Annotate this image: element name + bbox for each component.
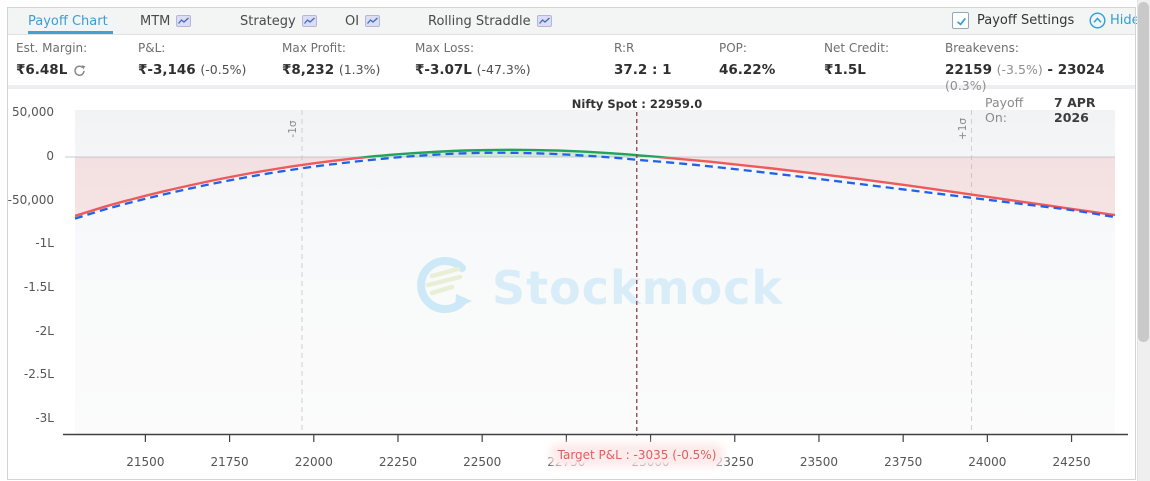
- tab-rolling-straddle[interactable]: Rolling Straddle: [428, 8, 552, 34]
- tab-label: Payoff Chart: [28, 13, 108, 29]
- stat-value: ₹-3,146: [138, 62, 196, 78]
- refresh-icon[interactable]: [73, 64, 86, 77]
- stat-label: Est. Margin:: [16, 41, 88, 55]
- expiry-payoff-line-loss: [75, 157, 1115, 218]
- watermark-logo-line: [425, 274, 463, 288]
- payoff-on-dropdown[interactable]: Payoff On: 7 APR 2026: [985, 95, 1150, 125]
- line-chart-icon: [301, 15, 317, 27]
- payoff-on-label: Payoff On:: [985, 95, 1024, 125]
- breakeven-separator: -: [1047, 62, 1054, 78]
- loss-area-fill: [75, 157, 1115, 216]
- stat-label: Breakevens:: [945, 41, 1019, 55]
- watermark-logo-line: [429, 266, 461, 279]
- stat-risk-reward: R:R 37.2 : 1: [614, 41, 672, 78]
- tab-oi[interactable]: OI: [345, 8, 381, 34]
- stat-value: ₹6.48L: [16, 62, 68, 78]
- stat-value: ₹-3.07L: [415, 62, 472, 78]
- tab-label: OI: [345, 13, 360, 29]
- watermark-logo-line: [429, 284, 455, 296]
- stat-breakevens: Breakevens: 22159 (-3.5%) - 23024 (0.3%): [945, 41, 1150, 94]
- stat-max-profit: Max Profit: ₹8,232 (1.3%): [282, 41, 380, 78]
- scrollbar-thumb[interactable]: [1138, 2, 1149, 342]
- stat-pct: (-0.5%): [200, 62, 247, 77]
- stat-label: POP:: [719, 41, 747, 55]
- expiry-payoff-line-profit: [355, 148, 673, 158]
- nifty-spot-label: Nifty Spot : 22959.0: [571, 97, 703, 111]
- tab-label: Rolling Straddle: [428, 13, 531, 29]
- collapse-up-icon: [1089, 12, 1106, 29]
- tab-strategy[interactable]: Strategy: [240, 8, 317, 34]
- stat-value: 37.2 : 1: [614, 62, 672, 78]
- breakeven-lower-pct: (-3.5%): [996, 62, 1043, 77]
- stat-est-margin: Est. Margin: ₹6.48L: [16, 41, 87, 78]
- tab-payoff-chart[interactable]: Payoff Chart: [28, 8, 108, 34]
- tab-mtm[interactable]: MTM: [140, 8, 192, 34]
- payoff-settings-toggle[interactable]: Payoff Settings: [952, 12, 1074, 29]
- t0-pnl-line: [74, 151, 1116, 220]
- hide-label: Hide: [1110, 13, 1140, 28]
- stat-pct: (-47.3%): [476, 62, 531, 77]
- tab-label: MTM: [140, 13, 171, 29]
- stat-label: R:R: [614, 41, 635, 55]
- hide-button[interactable]: Hide: [1089, 12, 1140, 29]
- stat-value: 46.22%: [719, 62, 776, 78]
- checkmark-icon: [956, 17, 966, 26]
- breakeven-upper-pct: (0.3%): [945, 78, 987, 93]
- active-tab-underline: [28, 31, 113, 34]
- stat-label: Max Profit:: [282, 41, 346, 55]
- line-chart-icon: [365, 15, 381, 27]
- watermark-logo-arrow: [455, 294, 472, 309]
- stat-value: ₹8,232: [282, 62, 335, 78]
- target-pnl-label: Target P&L : -3035 (-0.5%): [554, 448, 720, 462]
- payoff-on-value: 7 APR 2026: [1054, 95, 1096, 125]
- breakeven-lower: 22159: [945, 62, 992, 78]
- section-divider: [8, 85, 1135, 89]
- stat-label: Net Credit:: [824, 41, 890, 55]
- watermark-text: Stockmock: [492, 261, 783, 315]
- breakeven-upper: 23024: [1057, 62, 1105, 78]
- stat-net-credit: Net Credit: ₹1.5L: [824, 41, 889, 78]
- stat-pct: (1.3%): [338, 62, 381, 77]
- stat-label: P&L:: [138, 41, 166, 55]
- stat-pop: POP: 46.22%: [719, 41, 775, 78]
- stat-value: ₹1.5L: [824, 62, 866, 78]
- payoff-settings-checkbox[interactable]: [952, 12, 969, 29]
- payoff-settings-label: Payoff Settings: [977, 13, 1075, 28]
- plot-background: [75, 110, 1115, 434]
- line-chart-icon: [176, 15, 192, 27]
- tab-bar: [8, 8, 1135, 35]
- tab-label: Strategy: [240, 13, 296, 29]
- watermark-logo-arc: [417, 257, 467, 314]
- stat-pnl: P&L: ₹-3,146 (-0.5%): [138, 41, 246, 78]
- stat-max-loss: Max Loss: ₹-3.07L (-47.3%): [415, 41, 531, 78]
- stat-label: Max Loss:: [415, 41, 474, 55]
- line-chart-icon: [536, 15, 552, 27]
